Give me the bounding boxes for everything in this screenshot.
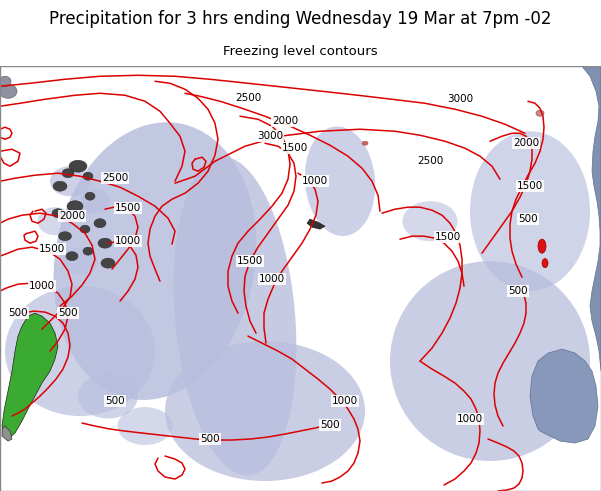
Ellipse shape	[305, 126, 375, 236]
Text: 3000: 3000	[447, 94, 473, 104]
Text: 1000: 1000	[302, 176, 328, 186]
Ellipse shape	[78, 374, 138, 418]
Ellipse shape	[83, 247, 93, 255]
Text: 2500: 2500	[102, 173, 128, 183]
Text: 1000: 1000	[457, 414, 483, 424]
Text: 3000: 3000	[257, 131, 283, 141]
Ellipse shape	[0, 76, 11, 86]
Text: 1000: 1000	[115, 236, 141, 246]
Text: 1500: 1500	[282, 143, 308, 153]
Polygon shape	[307, 219, 325, 229]
Ellipse shape	[63, 247, 97, 275]
Ellipse shape	[538, 239, 546, 253]
Ellipse shape	[101, 258, 115, 268]
Polygon shape	[582, 66, 601, 371]
Ellipse shape	[403, 201, 457, 241]
Ellipse shape	[52, 209, 64, 218]
Ellipse shape	[58, 232, 72, 241]
Polygon shape	[2, 426, 12, 441]
Ellipse shape	[66, 252, 78, 261]
Text: 500: 500	[508, 286, 528, 296]
Text: 1500: 1500	[237, 256, 263, 266]
Polygon shape	[530, 349, 598, 443]
Text: 2000: 2000	[513, 138, 539, 148]
Ellipse shape	[62, 169, 74, 178]
Ellipse shape	[80, 189, 110, 214]
Ellipse shape	[53, 181, 67, 191]
Ellipse shape	[0, 84, 17, 98]
Ellipse shape	[53, 122, 257, 400]
Ellipse shape	[5, 286, 155, 416]
Text: Precipitation for 3 hrs ending Wednesday 19 Mar at 7pm -02: Precipitation for 3 hrs ending Wednesday…	[49, 9, 552, 27]
Text: 1000: 1000	[259, 274, 285, 284]
Ellipse shape	[390, 261, 590, 461]
Ellipse shape	[470, 131, 590, 291]
Ellipse shape	[50, 166, 90, 196]
Ellipse shape	[80, 225, 90, 233]
Ellipse shape	[85, 192, 95, 200]
Text: 500: 500	[105, 396, 125, 406]
Text: 1500: 1500	[39, 244, 65, 254]
Text: 500: 500	[320, 420, 340, 430]
Ellipse shape	[536, 110, 544, 116]
Text: 1000: 1000	[29, 281, 55, 291]
Ellipse shape	[37, 207, 73, 235]
Ellipse shape	[67, 201, 83, 212]
Ellipse shape	[542, 259, 548, 268]
Ellipse shape	[94, 218, 106, 228]
Polygon shape	[2, 313, 58, 439]
Ellipse shape	[362, 141, 368, 145]
Text: 500: 500	[8, 308, 28, 318]
Text: Freezing level contours: Freezing level contours	[223, 45, 378, 58]
Text: 1500: 1500	[115, 203, 141, 213]
Text: 1500: 1500	[517, 181, 543, 191]
Ellipse shape	[98, 238, 112, 248]
Ellipse shape	[118, 407, 172, 445]
Text: 500: 500	[58, 308, 78, 318]
Ellipse shape	[83, 172, 93, 180]
Ellipse shape	[69, 160, 87, 172]
Text: 1000: 1000	[332, 396, 358, 406]
Ellipse shape	[165, 341, 365, 481]
Text: 1500: 1500	[435, 232, 461, 242]
Text: 500: 500	[518, 214, 538, 224]
Text: 2500: 2500	[235, 93, 261, 103]
Text: 2000: 2000	[59, 211, 85, 221]
Ellipse shape	[174, 157, 296, 475]
Text: 500: 500	[200, 434, 220, 444]
Text: 2500: 2500	[417, 156, 443, 166]
Text: 2000: 2000	[272, 116, 298, 126]
